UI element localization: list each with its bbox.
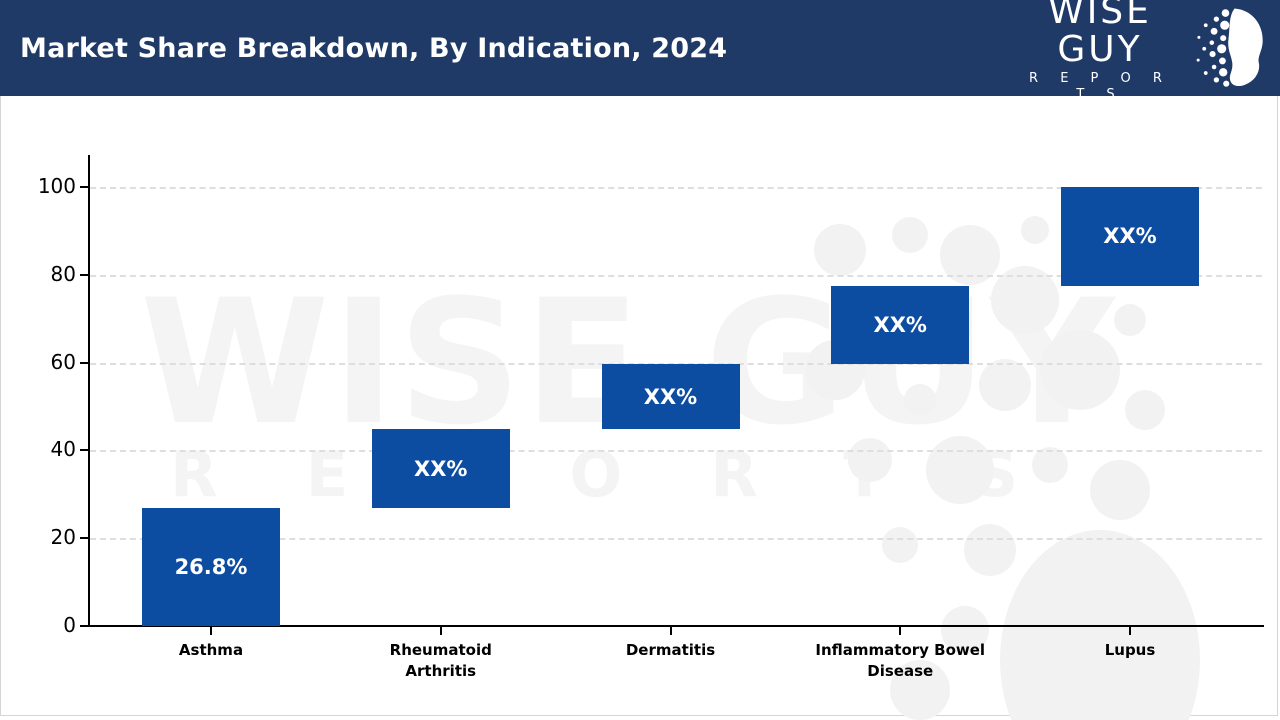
bar-dermatitis: XX% xyxy=(601,364,740,430)
x-label-asthma: Asthma xyxy=(178,641,244,659)
bar-value-label: XX% xyxy=(414,456,468,481)
gridline-60 xyxy=(90,362,1262,365)
y-tick-label-100: 100 xyxy=(37,174,76,198)
x-label-lupus: Lupus xyxy=(1104,641,1156,659)
y-tick-label-80: 80 xyxy=(50,261,76,286)
bar-value-label: XX% xyxy=(873,313,927,338)
chart-header: Market Share Breakdown, By Indication, 2… xyxy=(0,0,1280,102)
gridline-40 xyxy=(90,450,1262,453)
bar-inflammatory-bowel-disease: XX% xyxy=(831,285,970,365)
y-tick-label-40: 40 xyxy=(50,437,76,462)
y-tick-100 xyxy=(80,186,88,188)
bar-lupus: XX% xyxy=(1061,187,1199,286)
x-tick-rheumatoid-arthritis xyxy=(439,627,442,635)
gridline-20 xyxy=(90,538,1262,541)
logo-reports-label: R E P O R T S xyxy=(1029,71,1171,102)
y-tick-20 xyxy=(80,537,88,540)
bar-asthma: 26.8% xyxy=(142,508,280,626)
bar-value-label: 26.8% xyxy=(174,555,248,580)
bar-value-label: XX% xyxy=(643,384,698,409)
x-label-dermatitis: Dermatitis xyxy=(625,641,716,659)
gridline-80 xyxy=(90,274,1262,277)
x-tick-inflammatory-bowel-disease xyxy=(899,627,902,635)
x-label-rheumatoid-arthritis: Rheumatoid Arthritis xyxy=(389,641,492,680)
y-tick-40 xyxy=(80,449,88,452)
y-tick-label-0: 0 xyxy=(63,613,76,637)
y-tick-label-20: 20 xyxy=(50,525,76,550)
y-tick-0 xyxy=(80,625,88,627)
wise-guy-reports-logo: WISE GUY R E P O R T S xyxy=(1016,0,1266,102)
x-axis-line xyxy=(88,625,1264,627)
chart-title: Market Share Breakdown, By Indication, 2… xyxy=(20,32,728,64)
x-tick-dermatitis xyxy=(669,627,672,635)
y-tick-label-60: 60 xyxy=(50,349,76,374)
y-tick-60 xyxy=(80,361,88,364)
logo-face-icon xyxy=(1196,8,1263,87)
bar-value-label: XX% xyxy=(1103,224,1157,249)
x-tick-lupus xyxy=(1129,627,1131,635)
gridline-100 xyxy=(90,187,1262,189)
x-tick-asthma xyxy=(210,627,212,635)
y-axis-line xyxy=(88,155,90,627)
y-tick-80 xyxy=(80,273,88,276)
x-label-inflammatory-bowel-disease: Inflammatory Bowel Disease xyxy=(815,641,986,680)
logo-text: WISE GUY R E P O R T S xyxy=(1016,0,1184,103)
bar-rheumatoid-arthritis: XX% xyxy=(371,429,510,509)
logo-wiseguy-label: WISE GUY xyxy=(1048,0,1152,70)
